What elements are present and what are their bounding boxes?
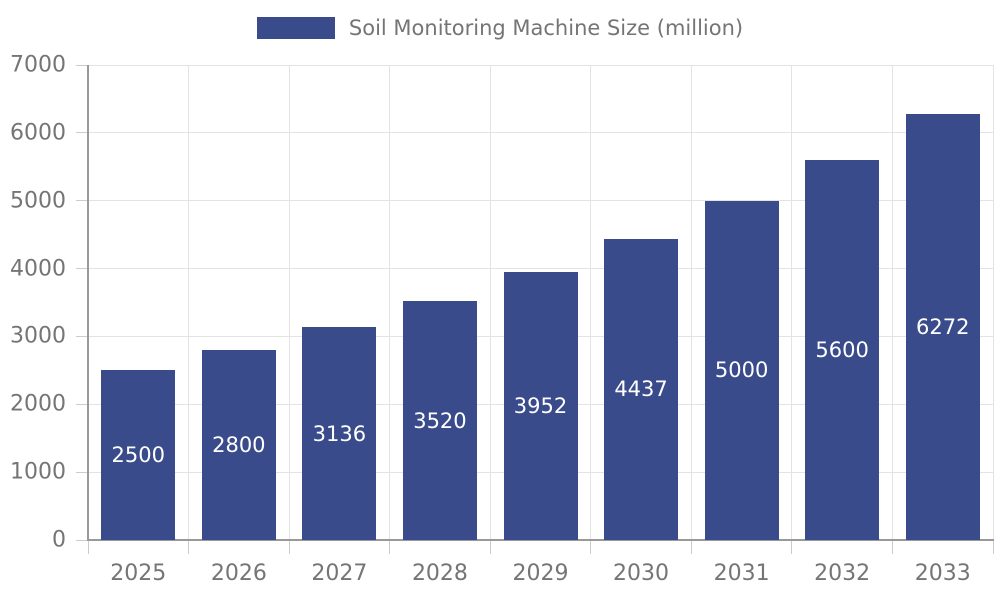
gridline-vertical <box>188 65 190 540</box>
bar-value-label: 5000 <box>714 358 769 383</box>
y-axis-tick <box>76 471 88 473</box>
legend-swatch <box>256 17 335 39</box>
chart-legend: Soil Monitoring Machine Size (million) <box>0 16 1000 40</box>
bar-2027: 3136 <box>302 327 377 540</box>
bar-2028: 3520 <box>402 301 477 540</box>
y-axis-tick <box>76 200 88 202</box>
y-axis-tick <box>76 335 88 337</box>
x-axis-line <box>87 539 994 541</box>
bar-2030: 4437 <box>604 238 679 540</box>
bar-value-label: 3520 <box>413 408 467 433</box>
bar-2032: 5600 <box>805 160 880 540</box>
y-axis-label: 5000 <box>10 188 66 214</box>
x-axis-tick <box>791 540 793 554</box>
gridline-vertical <box>288 65 290 540</box>
x-axis-tick <box>288 540 290 554</box>
x-axis-label: 2031 <box>713 561 770 586</box>
y-axis-label: 2000 <box>10 391 66 417</box>
x-axis-tick <box>188 540 190 554</box>
bar-2031: 5000 <box>704 200 779 540</box>
x-axis-label: 2027 <box>311 561 368 586</box>
gridline-vertical <box>891 65 893 540</box>
gridline-vertical <box>590 65 592 540</box>
y-axis-tick <box>76 403 88 405</box>
bar-value-label: 2500 <box>111 443 165 468</box>
x-axis-tick <box>389 540 391 554</box>
gridline-horizontal <box>88 200 993 202</box>
bar-value-label: 4437 <box>614 377 668 402</box>
gridline-vertical <box>791 65 793 540</box>
gridline-horizontal <box>88 64 993 66</box>
bar-value-label: 5600 <box>815 338 869 362</box>
bar-value-label: 3952 <box>513 393 568 418</box>
gridline-vertical <box>489 65 491 540</box>
gridline-horizontal <box>88 268 993 270</box>
y-axis-label: 3000 <box>10 323 66 349</box>
y-axis-label: 6000 <box>10 120 66 146</box>
bar-2025: 2500 <box>101 370 176 540</box>
gridline-vertical <box>690 65 692 540</box>
bar-value-label: 6272 <box>915 315 970 340</box>
gridline-vertical <box>992 65 994 540</box>
bar-2026: 2800 <box>201 350 276 540</box>
x-axis-label: 2030 <box>613 561 670 586</box>
x-axis-label: 2032 <box>814 561 871 586</box>
y-axis-tick <box>76 539 88 541</box>
x-axis-label: 2029 <box>512 561 569 586</box>
x-axis-tick <box>87 540 89 554</box>
x-axis-label: 2025 <box>110 561 167 586</box>
y-axis-label: 4000 <box>10 256 66 282</box>
y-axis-label: 0 <box>52 527 66 553</box>
y-axis-tick <box>76 64 88 66</box>
x-axis-label: 2026 <box>210 561 267 586</box>
bar-2029: 3952 <box>503 271 578 540</box>
x-axis-tick <box>690 540 692 554</box>
legend-label: Soil Monitoring Machine Size (million) <box>348 16 744 40</box>
gridline-horizontal <box>88 132 993 134</box>
x-axis-label: 2033 <box>914 561 971 586</box>
y-axis-label: 7000 <box>10 52 66 78</box>
bar-value-label: 2800 <box>212 433 266 457</box>
x-axis-tick <box>891 540 893 554</box>
y-axis-tick <box>76 132 88 134</box>
x-axis-tick <box>590 540 592 554</box>
y-axis-tick <box>76 268 88 270</box>
bar-value-label: 3136 <box>312 421 367 446</box>
gridline-vertical <box>389 65 391 540</box>
bar-2033: 6272 <box>905 114 980 540</box>
x-axis-label: 2028 <box>411 561 468 586</box>
y-axis-label: 1000 <box>10 459 66 485</box>
x-axis-tick <box>489 540 491 554</box>
y-axis-line <box>87 65 89 541</box>
x-axis-tick <box>992 540 994 554</box>
